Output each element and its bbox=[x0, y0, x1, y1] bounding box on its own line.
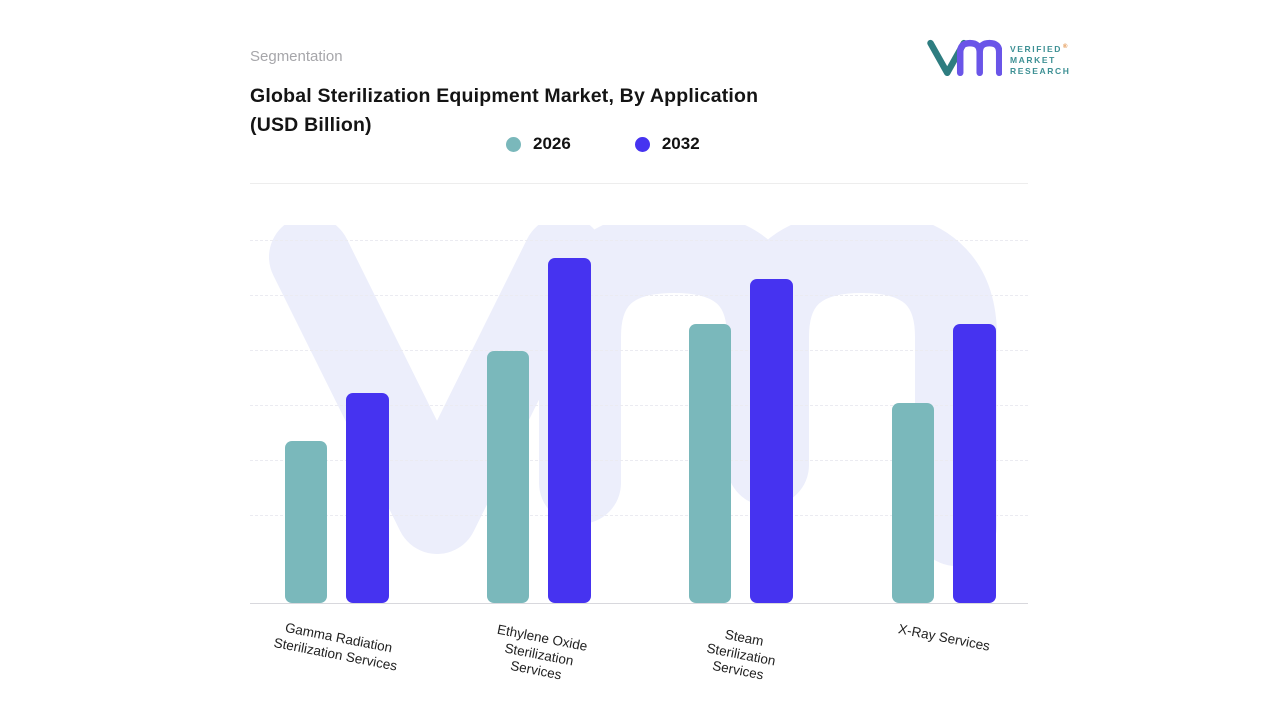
bar-group bbox=[285, 393, 389, 603]
bar-2026 bbox=[487, 351, 529, 603]
bar-2032 bbox=[346, 393, 389, 603]
bar-2026 bbox=[689, 324, 731, 603]
vmr-logo: VERIFIED® MARKET RESEARCH bbox=[924, 34, 1071, 85]
legend-swatch-2032 bbox=[634, 136, 650, 152]
chart-title-line1: Global Sterilization Equipment Market, B… bbox=[250, 85, 759, 107]
chart-title-line2: (USD Billion) bbox=[250, 114, 372, 136]
bar-group bbox=[689, 279, 793, 603]
gridline bbox=[250, 405, 1028, 406]
bar-2032 bbox=[750, 279, 793, 603]
brand-line-market: MARKET bbox=[1010, 54, 1056, 65]
chart-legend: 2026 2032 bbox=[506, 134, 700, 154]
bar-group bbox=[487, 258, 591, 603]
brand-line-verified: VERIFIED® bbox=[1010, 43, 1070, 54]
x-axis-label-line: X-Ray Services bbox=[897, 621, 992, 654]
chart-title: Global Sterilization Equipment Market, B… bbox=[250, 82, 850, 140]
bar-2032 bbox=[548, 258, 591, 603]
bar-2032 bbox=[953, 324, 996, 603]
x-axis-label: Gamma Radiation Sterilization Services bbox=[255, 615, 418, 678]
vmr-logo-mark-icon bbox=[924, 34, 1003, 85]
x-axis-label: X-Ray Services bbox=[864, 615, 1024, 662]
legend-swatch-2026 bbox=[506, 136, 521, 152]
gridline bbox=[250, 295, 1028, 296]
eyebrow-label: Segmentation bbox=[250, 48, 343, 65]
gridline bbox=[250, 240, 1028, 241]
brand-line-research: RESEARCH bbox=[1010, 65, 1071, 76]
legend-label-2032: 2032 bbox=[661, 134, 700, 153]
bar-2026 bbox=[285, 441, 327, 603]
x-axis-label: Ethylene Oxide Sterilization Services bbox=[456, 615, 623, 694]
legend-item-2026: 2026 bbox=[506, 134, 571, 154]
vmr-logo-text: VERIFIED® MARKET RESEARCH bbox=[1010, 42, 1071, 77]
header-divider bbox=[250, 183, 1028, 184]
bar-2026 bbox=[892, 403, 934, 603]
plot-area bbox=[250, 211, 1028, 604]
legend-label-2026: 2026 bbox=[533, 134, 571, 153]
gridline bbox=[250, 350, 1028, 351]
gridline bbox=[250, 515, 1028, 516]
bar-group bbox=[892, 324, 996, 603]
gridline bbox=[250, 460, 1028, 461]
registered-mark: ® bbox=[1063, 44, 1070, 51]
legend-item-2032: 2032 bbox=[634, 134, 700, 154]
x-axis-label: Steam Sterilization Services bbox=[658, 615, 825, 694]
